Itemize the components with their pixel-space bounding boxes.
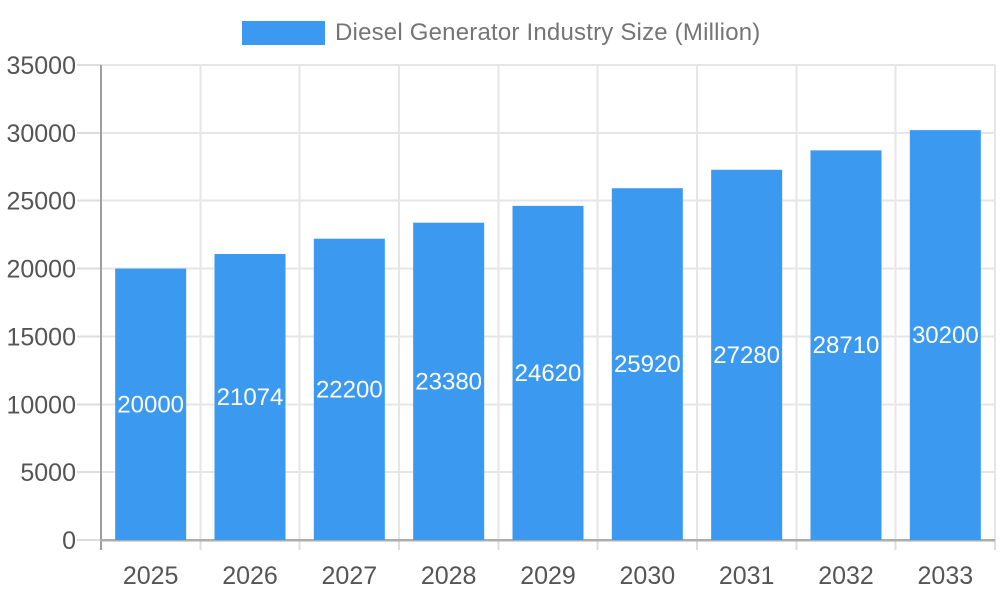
bar-value-label: 27280 [713,342,780,369]
bar-2025[interactable] [115,268,187,540]
y-axis-tick-label: 35000 [6,52,76,80]
legend-color-swatch [242,21,325,45]
x-axis-tick-label: 2029 [520,562,576,590]
bar-value-label: 23380 [415,368,482,395]
y-axis-tick-label: 20000 [6,256,76,284]
x-axis-tick-label: 2032 [818,562,874,590]
legend-series-label: Diesel Generator Industry Size (Million) [335,19,761,46]
y-axis-tick-label: 10000 [6,391,76,419]
x-axis-tick-label: 2027 [322,562,378,590]
bar-2031[interactable] [711,169,783,540]
bar-2026[interactable] [214,253,286,540]
y-axis-tick-label: 5000 [20,459,76,487]
y-axis-tick-label: 0 [62,527,76,555]
y-axis-tick-label: 15000 [6,323,76,351]
bar-value-label: 30200 [912,322,979,349]
x-axis-tick-label: 2026 [222,562,278,590]
bar-2028[interactable] [413,222,485,540]
y-axis-tick-label: 30000 [6,120,76,148]
x-axis-tick-label: 2030 [620,562,676,590]
bar-value-label: 25920 [614,351,681,378]
y-axis-tick-label: 25000 [6,188,76,216]
bar-value-label: 28710 [813,332,880,359]
bar-2033[interactable] [909,130,981,540]
chart-legend[interactable]: Diesel Generator Industry Size (Million) [242,17,760,49]
x-axis-tick-label: 2025 [123,562,179,590]
bar-2029[interactable] [512,205,584,540]
bar-value-label: 21074 [217,384,284,411]
bar-2027[interactable] [313,238,385,540]
bar-2030[interactable] [611,188,683,540]
bar-value-label: 24620 [515,360,582,387]
bar-value-label: 20000 [117,391,184,418]
bar-value-label: 22200 [316,376,383,403]
bar-2032[interactable] [810,150,882,540]
x-axis-tick-label: 2031 [719,562,775,590]
x-axis-tick-label: 2028 [421,562,477,590]
x-axis-tick-label: 2033 [918,562,974,590]
